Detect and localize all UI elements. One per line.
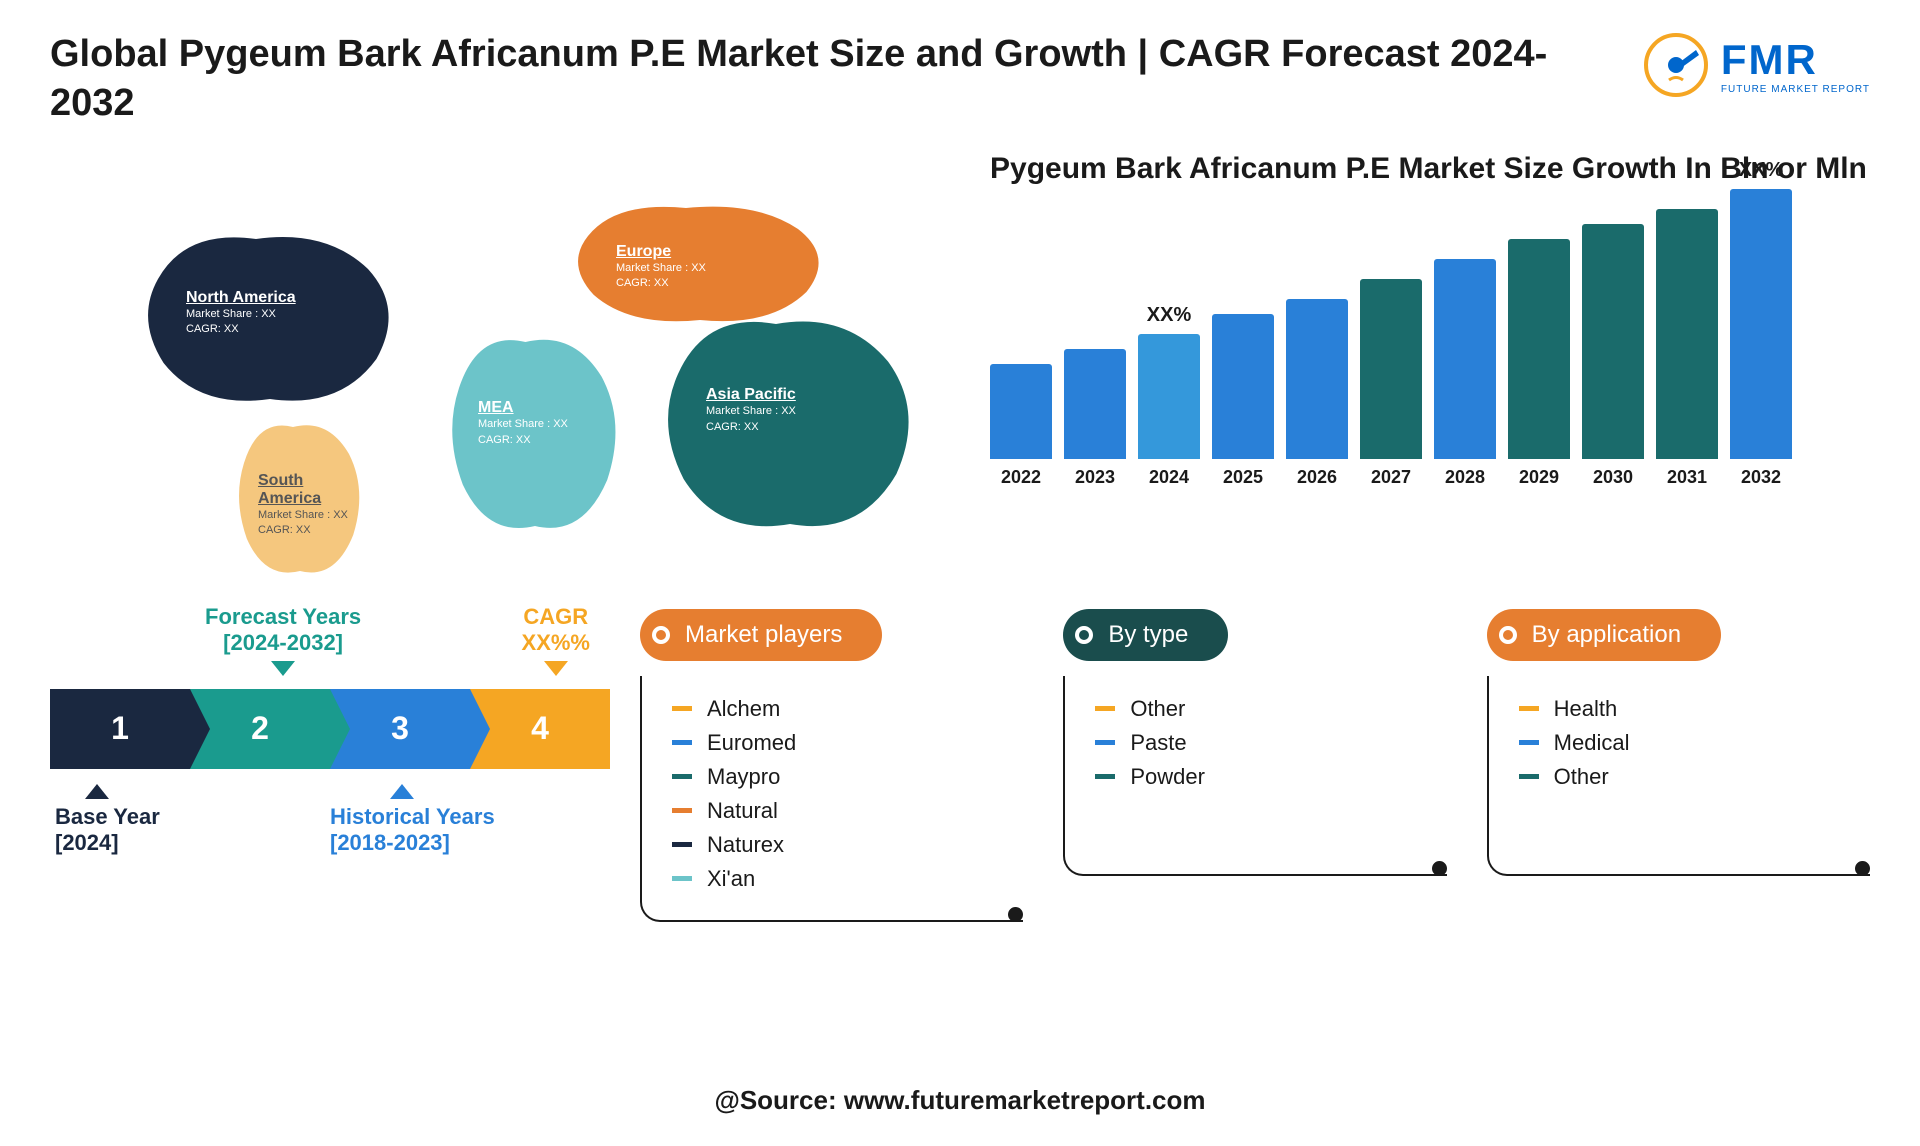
list-item: Powder	[1095, 764, 1426, 790]
logo-icon	[1641, 30, 1711, 100]
bar-2029: 2029	[1508, 239, 1570, 488]
bar-2022: 2022	[990, 364, 1052, 488]
timeline: Forecast Years [2024-2032] CAGR XX%% 123…	[50, 609, 610, 769]
list-item: Natural	[672, 798, 1003, 824]
world-map: North AmericaMarket Share : XXCAGR: XXSo…	[50, 149, 950, 569]
cagr-label: CAGR	[522, 604, 590, 630]
bar-2025: 2025	[1212, 314, 1274, 488]
region-asia-pacific: Asia PacificMarket Share : XXCAGR: XX	[650, 299, 930, 549]
info-col-by-application: By application Health Medical Other	[1487, 609, 1870, 922]
timeline-seg-1: 1	[50, 689, 190, 769]
list-item: Paste	[1095, 730, 1426, 756]
cagr-value: XX%%	[522, 630, 590, 656]
timeline-seg-4: 4	[470, 689, 610, 769]
pill-by-application: By application	[1487, 609, 1721, 661]
bar-2026: 2026	[1286, 299, 1348, 488]
hist-label: Historical Years	[330, 804, 495, 830]
list-item: Naturex	[672, 832, 1003, 858]
page-title: Global Pygeum Bark Africanum P.E Market …	[50, 30, 1550, 129]
bar-chart: Pygeum Bark Africanum P.E Market Size Gr…	[990, 149, 1870, 569]
bar-2031: 2031	[1656, 209, 1718, 488]
bar-2023: 2023	[1064, 349, 1126, 488]
region-north-america: North AmericaMarket Share : XXCAGR: XX	[130, 219, 410, 419]
bar-2032: XX%2032	[1730, 189, 1792, 488]
logo: FMR FUTURE MARKET REPORT	[1641, 30, 1870, 100]
info-col-by-type: By type Other Paste Powder	[1063, 609, 1446, 922]
forecast-range: [2024-2032]	[205, 630, 361, 656]
logo-subtext: FUTURE MARKET REPORT	[1721, 84, 1870, 95]
list-item: Medical	[1519, 730, 1850, 756]
list-item: Other	[1095, 696, 1426, 722]
list-item: Euromed	[672, 730, 1003, 756]
bar-2024: XX%2024	[1138, 334, 1200, 488]
hist-range: [2018-2023]	[330, 830, 495, 856]
list-item: Other	[1519, 764, 1850, 790]
region-mea: MEAMarket Share : XXCAGR: XX	[440, 319, 630, 549]
pill-market-players: Market players	[640, 609, 882, 661]
base-label: Base Year	[55, 804, 160, 830]
info-col-market-players: Market players Alchem Euromed Maypro Natural…	[640, 609, 1023, 922]
bar-2028: 2028	[1434, 259, 1496, 488]
forecast-label: Forecast Years	[205, 604, 361, 630]
list-item: Xi'an	[672, 866, 1003, 892]
list-item: Health	[1519, 696, 1850, 722]
bar-2027: 2027	[1360, 279, 1422, 488]
logo-text: FMR	[1721, 36, 1870, 84]
timeline-seg-2: 2	[190, 689, 330, 769]
pill-by-type: By type	[1063, 609, 1228, 661]
base-range: [2024]	[55, 830, 160, 856]
bar-2030: 2030	[1582, 224, 1644, 488]
source-text: @Source: www.futuremarketreport.com	[714, 1085, 1205, 1116]
region-south-america: South AmericaMarket Share : XXCAGR: XX	[230, 409, 370, 589]
list-item: Alchem	[672, 696, 1003, 722]
timeline-seg-3: 3	[330, 689, 470, 769]
list-item: Maypro	[672, 764, 1003, 790]
